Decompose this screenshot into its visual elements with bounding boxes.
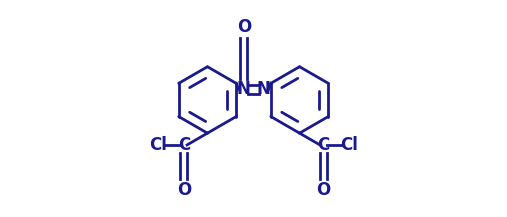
- Text: O: O: [177, 181, 191, 199]
- Text: Cl: Cl: [149, 136, 167, 154]
- Text: N: N: [237, 80, 251, 98]
- Text: C: C: [317, 136, 329, 154]
- Text: C: C: [178, 136, 190, 154]
- Text: O: O: [316, 181, 330, 199]
- Text: Cl: Cl: [340, 136, 358, 154]
- Text: N: N: [256, 80, 270, 98]
- Text: O: O: [237, 18, 251, 36]
